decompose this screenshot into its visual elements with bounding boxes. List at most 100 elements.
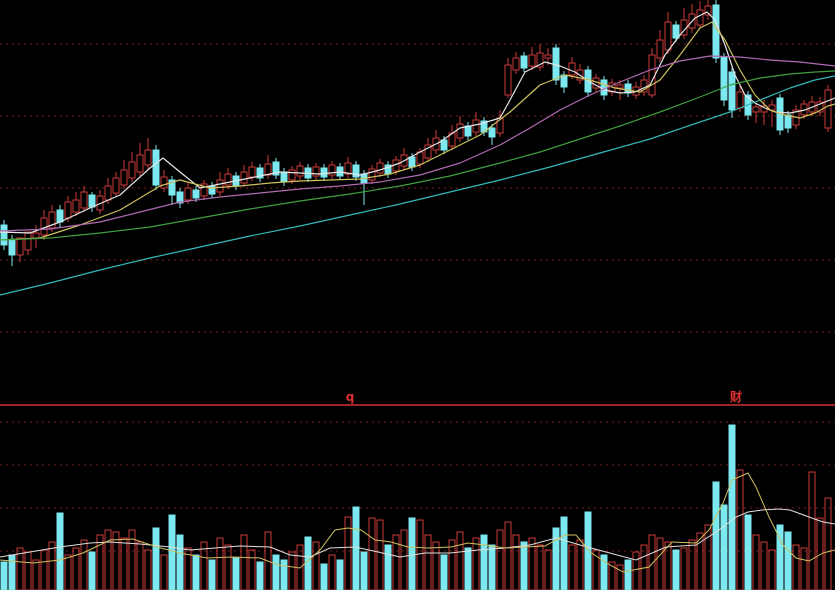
volume-bar (752, 534, 760, 590)
candle-body (424, 144, 432, 159)
ma-cyan (0, 75, 835, 296)
volume-bar (224, 544, 232, 590)
candle-body (440, 139, 448, 151)
candle-body (520, 55, 528, 69)
candle-body (504, 64, 512, 96)
candle-body (24, 231, 32, 251)
volume-bar (344, 516, 352, 590)
candle-body (32, 232, 40, 239)
candle-body (824, 89, 832, 129)
candle-body (568, 62, 576, 76)
candle-body (616, 84, 624, 89)
candle-body (344, 162, 352, 175)
volume-bar (16, 547, 24, 590)
volume-bar (312, 541, 320, 590)
candle-body (648, 54, 656, 96)
candle-body (168, 179, 176, 196)
volume-bar (520, 541, 528, 590)
volume-bar (240, 534, 248, 590)
candle-body (456, 123, 464, 139)
volume-bar (304, 536, 312, 590)
candle-body (0, 224, 8, 246)
candle-body (736, 91, 744, 109)
candle-body (136, 154, 144, 173)
volume-bar (704, 524, 712, 590)
ma-magenta (0, 55, 835, 232)
volume-bar (40, 549, 48, 590)
volume-bar (488, 544, 496, 590)
candle-body (120, 169, 128, 186)
volume-bar (424, 534, 432, 590)
event-marker-cai[interactable]: 财 (729, 390, 743, 404)
candle-body (408, 156, 416, 168)
volume-bar (624, 559, 632, 590)
candle-body (72, 199, 80, 213)
volume-bar (368, 517, 376, 590)
volume-bar (200, 541, 208, 590)
volume-bar (176, 534, 184, 590)
volume-bar (8, 554, 16, 590)
volume-bar (808, 471, 816, 590)
volume-bar (600, 554, 608, 590)
candle-body (56, 209, 64, 223)
candle-body (128, 161, 136, 179)
candle-body (696, 9, 704, 26)
volume-bar (112, 531, 120, 590)
volume-bar (392, 534, 400, 590)
volume-bar (656, 537, 664, 590)
volume-bar (816, 517, 824, 590)
volume-bar (48, 541, 56, 590)
event-marker-q[interactable]: q (345, 390, 355, 404)
volume-bar (560, 516, 568, 590)
volume-bar (664, 541, 672, 590)
volume-bar (784, 531, 792, 590)
volume-bar (328, 554, 336, 590)
volume-bar (128, 529, 136, 590)
volume-bar (24, 551, 32, 590)
candle-body (624, 83, 632, 94)
candle-body (512, 57, 520, 71)
volume-bar (584, 511, 592, 590)
volume-bar (192, 554, 200, 590)
volume-bar (264, 531, 272, 590)
volume-bar (456, 531, 464, 590)
candle-body (328, 164, 336, 176)
candle-body (488, 127, 496, 138)
volume-bar (824, 497, 832, 590)
volume-bar (104, 529, 112, 590)
volume-bar (88, 551, 96, 590)
candle-body (656, 39, 664, 59)
volume-bar (736, 469, 744, 590)
candle-body (88, 194, 96, 208)
volume-bar (712, 481, 720, 590)
candle-body (272, 161, 280, 176)
volume-bar (408, 517, 416, 590)
volume-bar (280, 559, 288, 590)
volume-bar (760, 541, 768, 590)
volume-bar (616, 564, 624, 590)
candle-body (48, 211, 56, 229)
volume-bar (400, 529, 408, 590)
candle-body (16, 237, 24, 256)
volume-bar (208, 559, 216, 590)
candle-body (752, 106, 760, 113)
volume-bar (336, 559, 344, 590)
candle-body (216, 179, 224, 193)
candle-body (152, 149, 160, 186)
candle-body (544, 54, 552, 59)
candle-body (352, 164, 360, 178)
volume-bar (360, 551, 368, 590)
candle-body (280, 171, 288, 183)
candle-body (784, 114, 792, 129)
ma-white (0, 11, 835, 234)
volume-bar (216, 537, 224, 590)
volume-bar (384, 544, 392, 590)
candle-body (288, 169, 296, 181)
volume-bar (776, 524, 784, 590)
volume-bar (792, 544, 800, 590)
candle-body (712, 4, 720, 59)
candle-body (816, 101, 824, 113)
volume-bar (144, 549, 152, 590)
